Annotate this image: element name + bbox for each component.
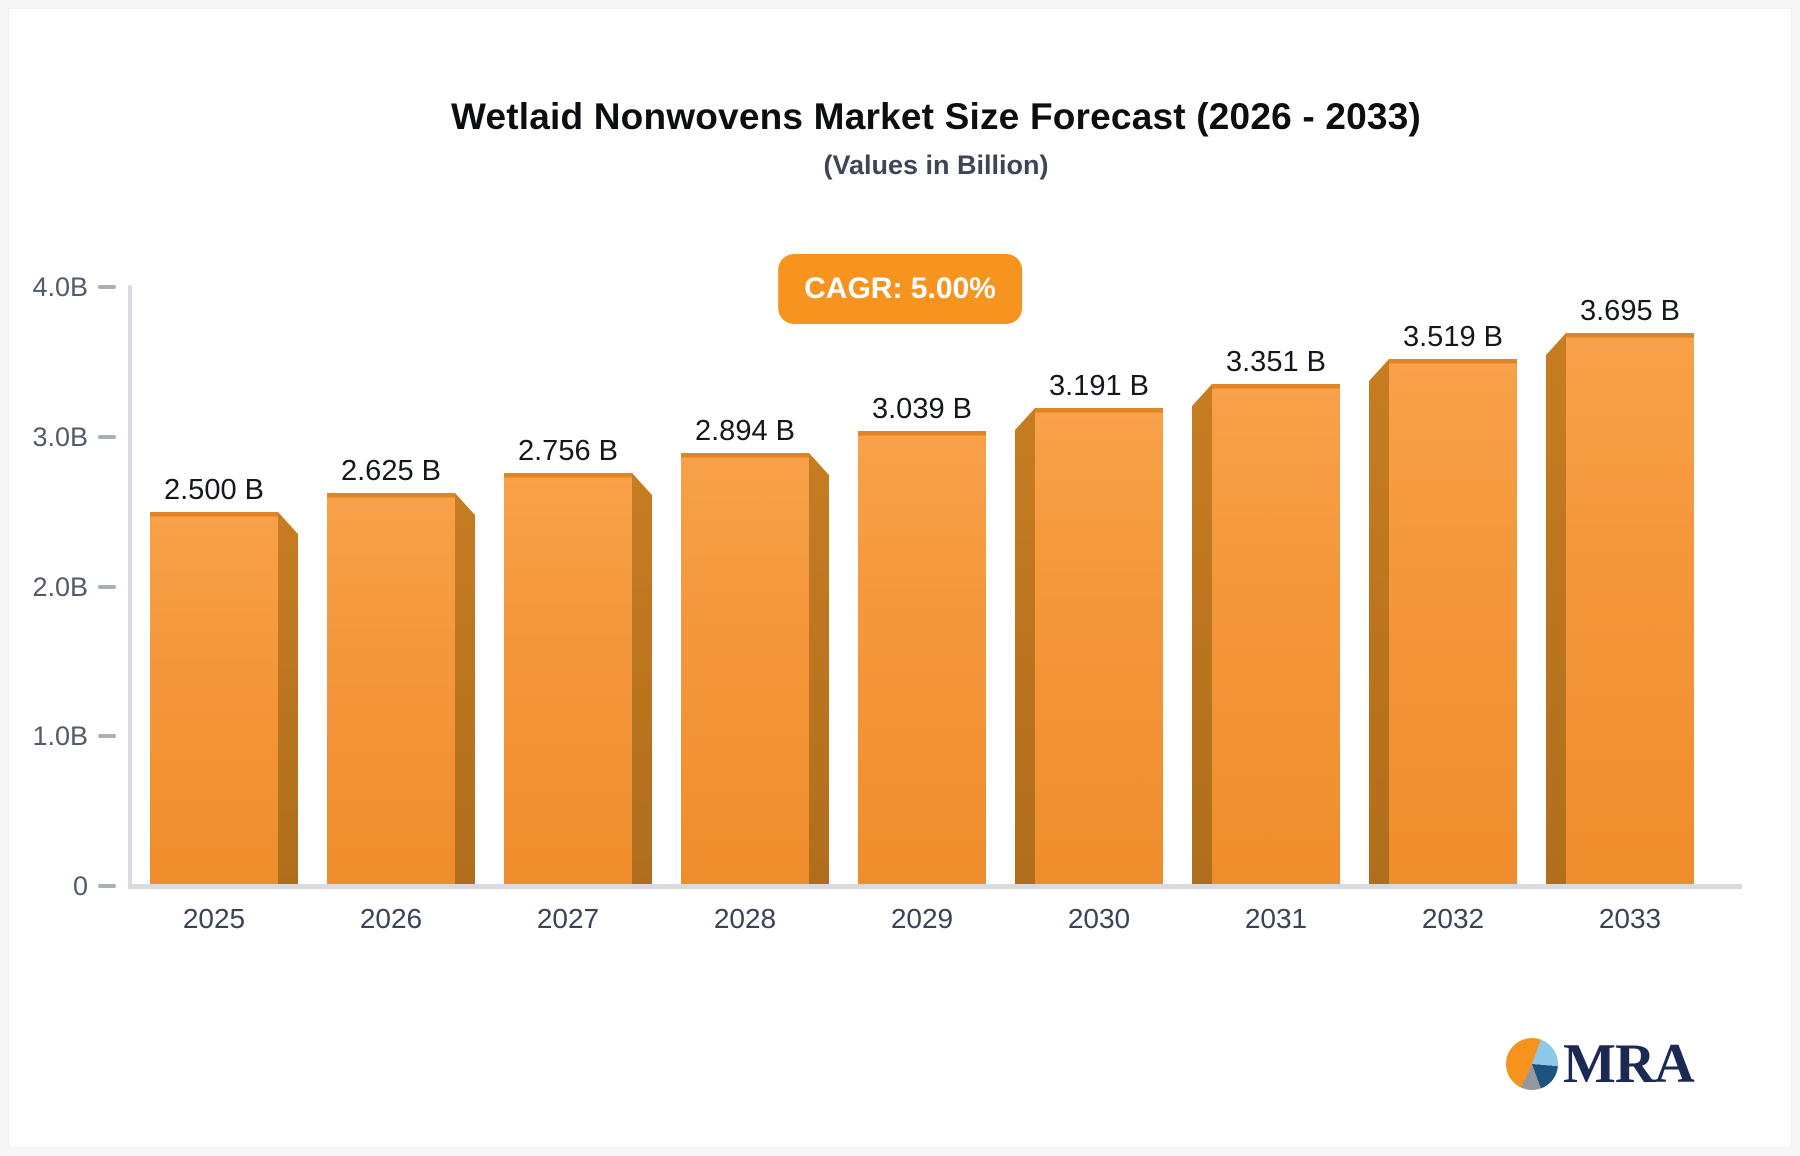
y-axis-tick-label: 3.0B [32, 421, 88, 452]
cagr-badge: CAGR: 5.00% [778, 254, 1022, 324]
bar-side-face [632, 473, 652, 886]
x-axis-tick-label: 2033 [1598, 903, 1662, 934]
brand-logo-text: MRA [1563, 1033, 1695, 1095]
y-axis-tick-label: 4.0B [32, 272, 88, 302]
bar-value-label: 2.500 B [164, 474, 264, 506]
bar-side-face [1192, 384, 1212, 886]
chart-subtitle: (Values in Billion) [823, 150, 1049, 180]
bar-side-face [455, 493, 475, 886]
bar-value-label: 3.351 B [1226, 346, 1326, 378]
y-axis-tick-label: 0 [72, 871, 88, 901]
bar [858, 431, 986, 886]
bar-value-label: 3.039 B [872, 393, 972, 425]
x-axis-baseline [128, 884, 1742, 889]
x-axis-tick-label: 2031 [1244, 903, 1308, 934]
bar [1389, 359, 1517, 886]
brand-logo: MRA [1506, 1033, 1695, 1095]
bar-side-face [1015, 408, 1035, 886]
y-axis-tick [98, 434, 116, 439]
bar [1566, 333, 1694, 886]
x-axis-tick-label: 2025 [182, 903, 246, 934]
y-axis-tick [98, 884, 116, 888]
chart-title: Wetlaid Nonwovens Market Size Forecast (… [450, 96, 1421, 137]
bar [504, 473, 632, 886]
bar [681, 453, 809, 886]
bar-value-label: 3.191 B [1049, 370, 1149, 402]
bar-side-face [1546, 333, 1566, 886]
bar [327, 493, 455, 886]
bar-value-label: 2.625 B [341, 455, 441, 487]
bar-side-face [809, 453, 829, 886]
x-axis-tick-label: 2028 [713, 903, 777, 934]
bar [150, 512, 278, 886]
bar [1035, 408, 1163, 886]
bar-value-label: 2.894 B [695, 415, 795, 447]
bar-value-label: 3.519 B [1403, 321, 1503, 353]
y-axis-tick [98, 734, 116, 739]
bar-value-label: 2.756 B [518, 435, 618, 467]
x-axis-tick-label: 2027 [536, 903, 600, 934]
bar-side-face [1369, 359, 1389, 886]
y-axis-tick-label: 2.0B [32, 571, 88, 602]
y-axis-tick [98, 285, 116, 289]
y-axis-tick [98, 584, 116, 589]
x-axis-tick-label: 2030 [1067, 903, 1131, 934]
x-axis-tick-label: 2029 [890, 903, 954, 934]
bar [1212, 384, 1340, 886]
x-axis-tick-label: 2032 [1421, 903, 1485, 934]
y-axis-line [128, 285, 132, 886]
x-axis-tick-label: 2026 [359, 903, 423, 934]
pie-chart-logo-icon [1506, 1038, 1558, 1090]
bar-side-face [278, 512, 298, 886]
y-axis-tick-label: 1.0B [32, 721, 88, 752]
bar-value-label: 3.695 B [1580, 295, 1680, 327]
